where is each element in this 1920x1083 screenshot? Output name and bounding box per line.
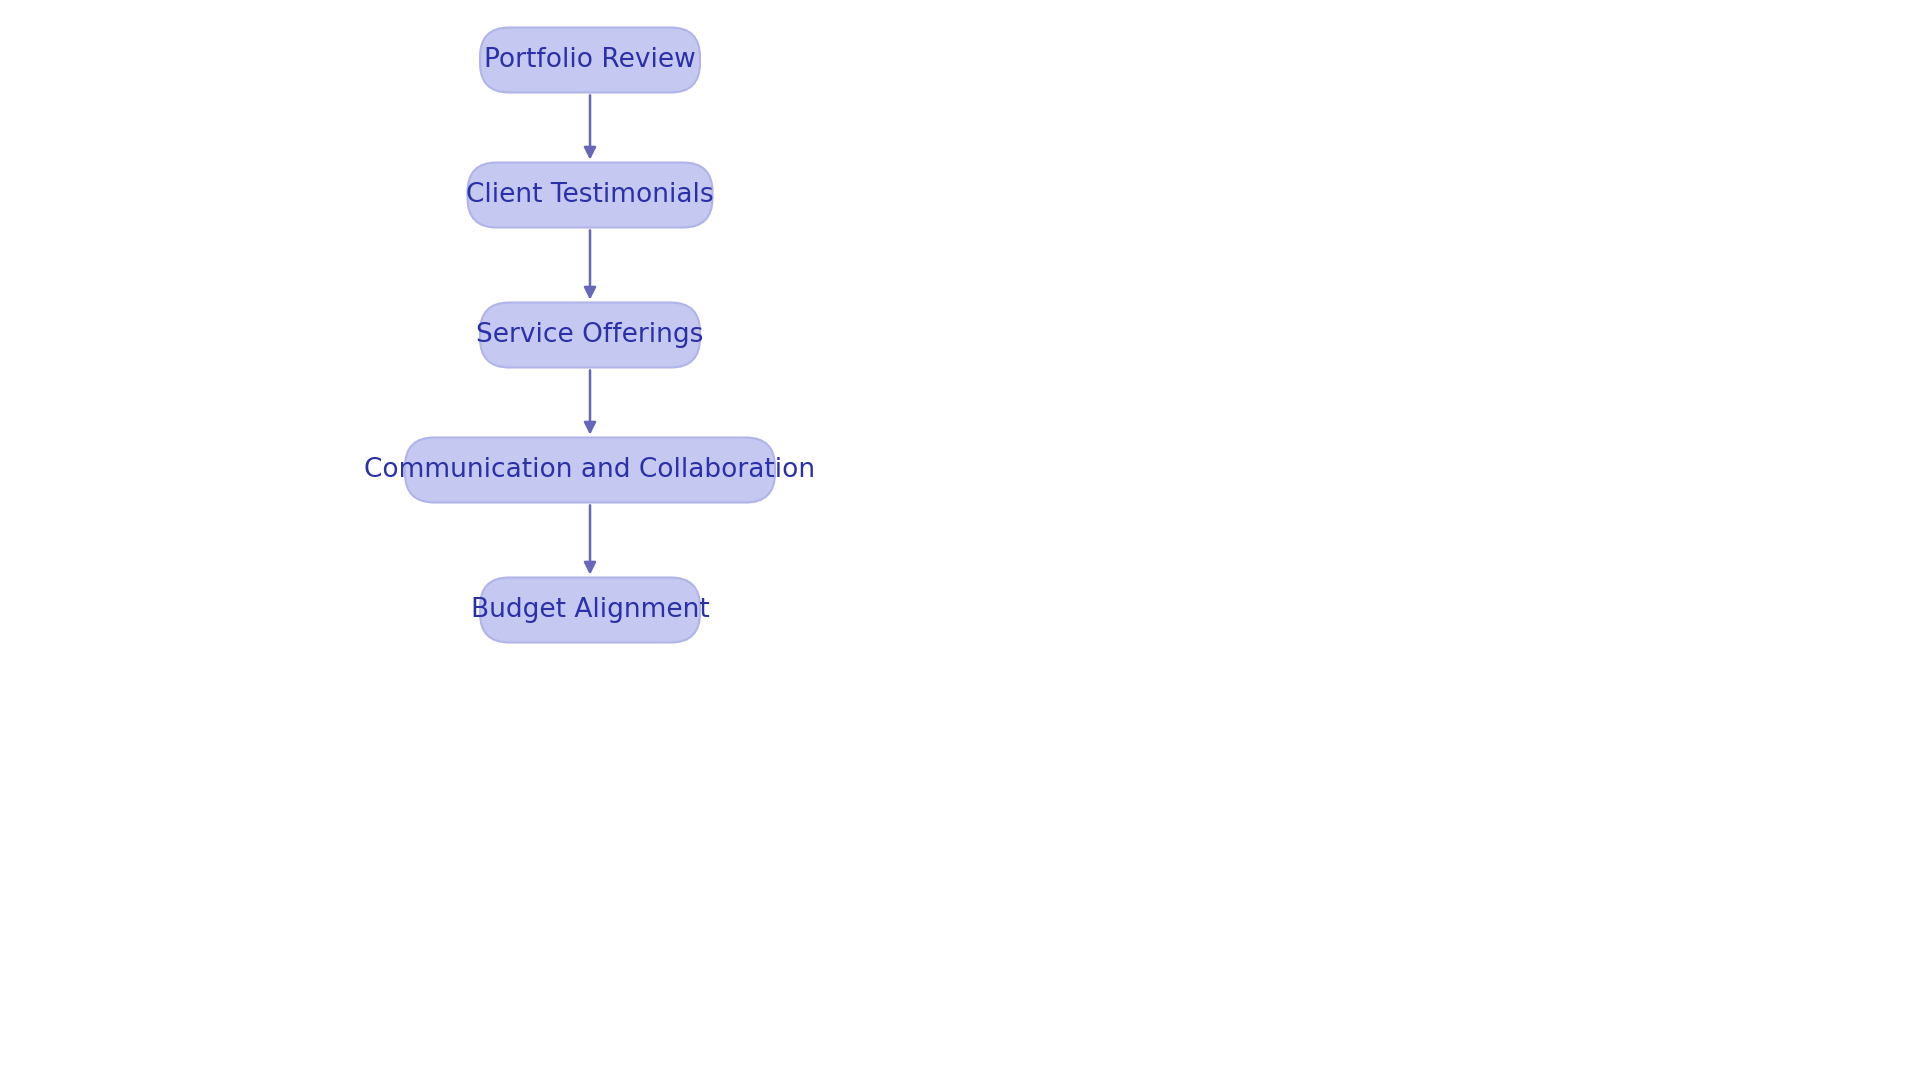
FancyBboxPatch shape — [480, 27, 701, 92]
FancyBboxPatch shape — [480, 302, 701, 367]
Text: Budget Alignment: Budget Alignment — [470, 597, 708, 623]
FancyBboxPatch shape — [405, 438, 776, 503]
FancyBboxPatch shape — [480, 577, 701, 642]
Text: Client Testimonials: Client Testimonials — [467, 182, 714, 208]
Text: Communication and Collaboration: Communication and Collaboration — [365, 457, 816, 483]
Text: Portfolio Review: Portfolio Review — [484, 47, 695, 73]
Text: Service Offerings: Service Offerings — [476, 322, 705, 348]
FancyBboxPatch shape — [467, 162, 712, 227]
